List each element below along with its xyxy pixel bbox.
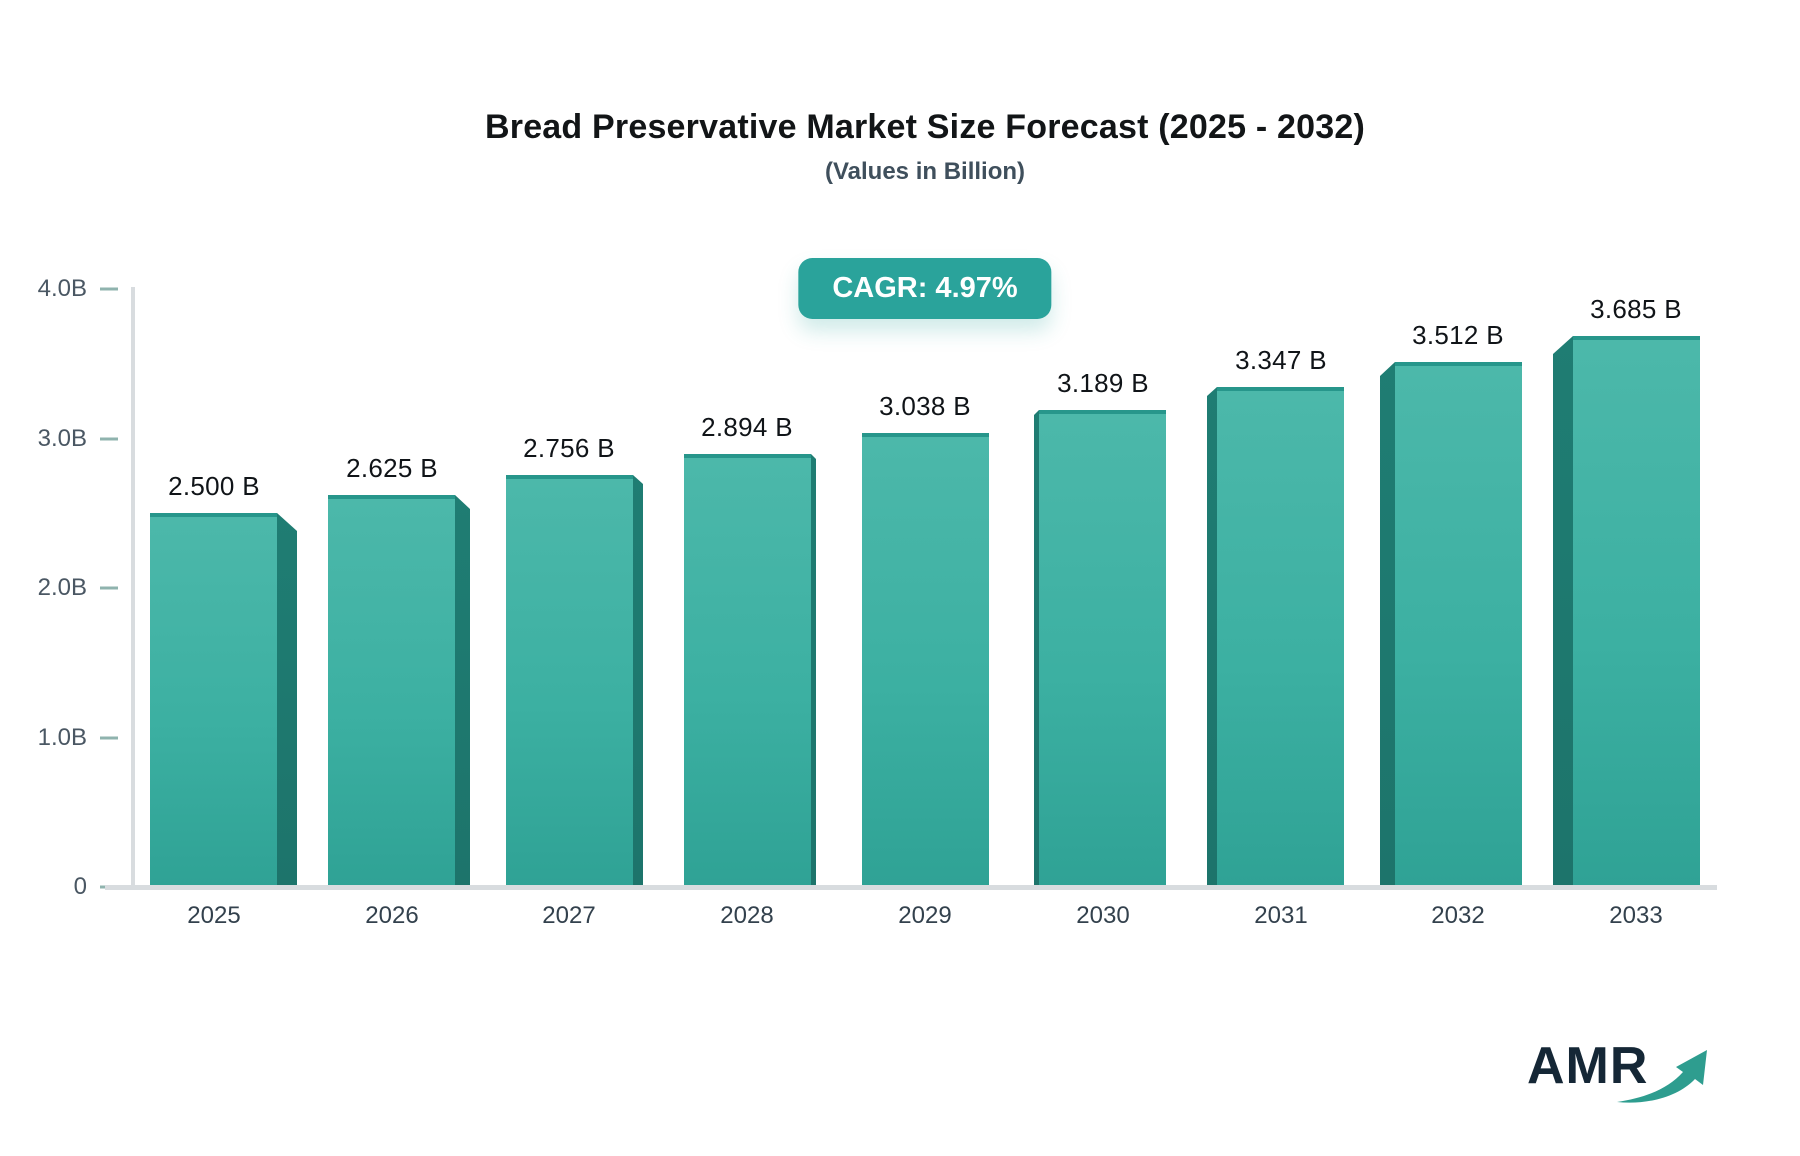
bar-face	[684, 454, 811, 887]
x-axis-label-2031: 2031	[1254, 902, 1308, 929]
bar-2031	[1207, 387, 1344, 887]
y-axis-line	[131, 287, 135, 887]
bar-side-face	[1034, 410, 1039, 887]
x-axis-label-2028: 2028	[720, 902, 774, 929]
trend-up-arrow-icon	[1617, 1050, 1707, 1103]
cagr-badge: CAGR: 4.97%	[798, 258, 1052, 319]
bar-side-face	[1380, 362, 1395, 887]
bar-face	[862, 433, 989, 887]
x-axis-line	[105, 885, 1717, 890]
x-axis-label-2027: 2027	[542, 902, 596, 929]
bar-face	[328, 495, 455, 887]
y-tick-label-0: 0	[73, 873, 87, 900]
x-axis-label-2030: 2030	[1076, 902, 1130, 929]
bar-side-face	[633, 475, 643, 887]
bar-side-face	[1207, 387, 1217, 887]
bar-2028	[684, 454, 816, 887]
bar-2033	[1553, 336, 1700, 887]
bar-value-label-2028: 2.894 B	[701, 412, 793, 442]
chart-subtitle: (Values in Billion)	[824, 158, 1026, 185]
y-tick-label-2.0B: 2.0B	[37, 574, 87, 601]
bar-side-face	[1553, 336, 1573, 887]
bar-value-label-2025: 2.500 B	[168, 471, 260, 501]
amr-logo: AMR	[1527, 1036, 1717, 1108]
bar-side-face	[455, 495, 470, 887]
y-tick-label-1.0B: 1.0B	[37, 723, 87, 751]
bar-face	[1217, 387, 1344, 887]
bar-2025	[150, 513, 297, 887]
bar-value-label-2031: 3.347 B	[1235, 345, 1327, 375]
bar-face	[506, 475, 633, 887]
bar-2032	[1380, 362, 1522, 887]
x-axis-label-2025: 2025	[187, 902, 241, 929]
bar-face	[150, 513, 277, 887]
bar-2029	[862, 433, 989, 887]
bar-value-label-2033: 3.685 B	[1590, 294, 1682, 324]
bar-face	[1395, 362, 1522, 887]
bar-side-face	[811, 454, 816, 887]
bar-value-label-2026: 2.625 B	[346, 453, 438, 483]
y-tick-dash	[100, 437, 118, 440]
y-tick-label-3.0B: 3.0B	[37, 424, 87, 452]
y-tick-dash	[100, 586, 118, 590]
bar-2030	[1034, 410, 1166, 887]
y-tick-dash	[100, 736, 118, 739]
bar-2026	[328, 495, 470, 887]
bar-face	[1573, 336, 1700, 887]
y-tick-label-4.0B: 4.0B	[37, 275, 87, 302]
x-axis-label-2032: 2032	[1431, 902, 1485, 929]
bar-value-label-2032: 3.512 B	[1412, 320, 1504, 350]
bar-side-face	[277, 513, 297, 887]
x-axis-label-2029: 2029	[898, 902, 952, 929]
chart-title: Bread Preservative Market Size Forecast …	[485, 108, 1365, 146]
bar-value-label-2029: 3.038 B	[879, 391, 971, 421]
bar-2027	[506, 475, 643, 887]
y-tick-dash	[100, 287, 118, 291]
x-axis-label-2026: 2026	[365, 902, 419, 929]
x-axis-label-2033: 2033	[1609, 902, 1663, 929]
bar-value-label-2027: 2.756 B	[523, 433, 615, 463]
bar-value-label-2030: 3.189 B	[1057, 368, 1149, 398]
amr-logo-text: AMR	[1527, 1037, 1649, 1095]
bar-face	[1039, 410, 1166, 887]
